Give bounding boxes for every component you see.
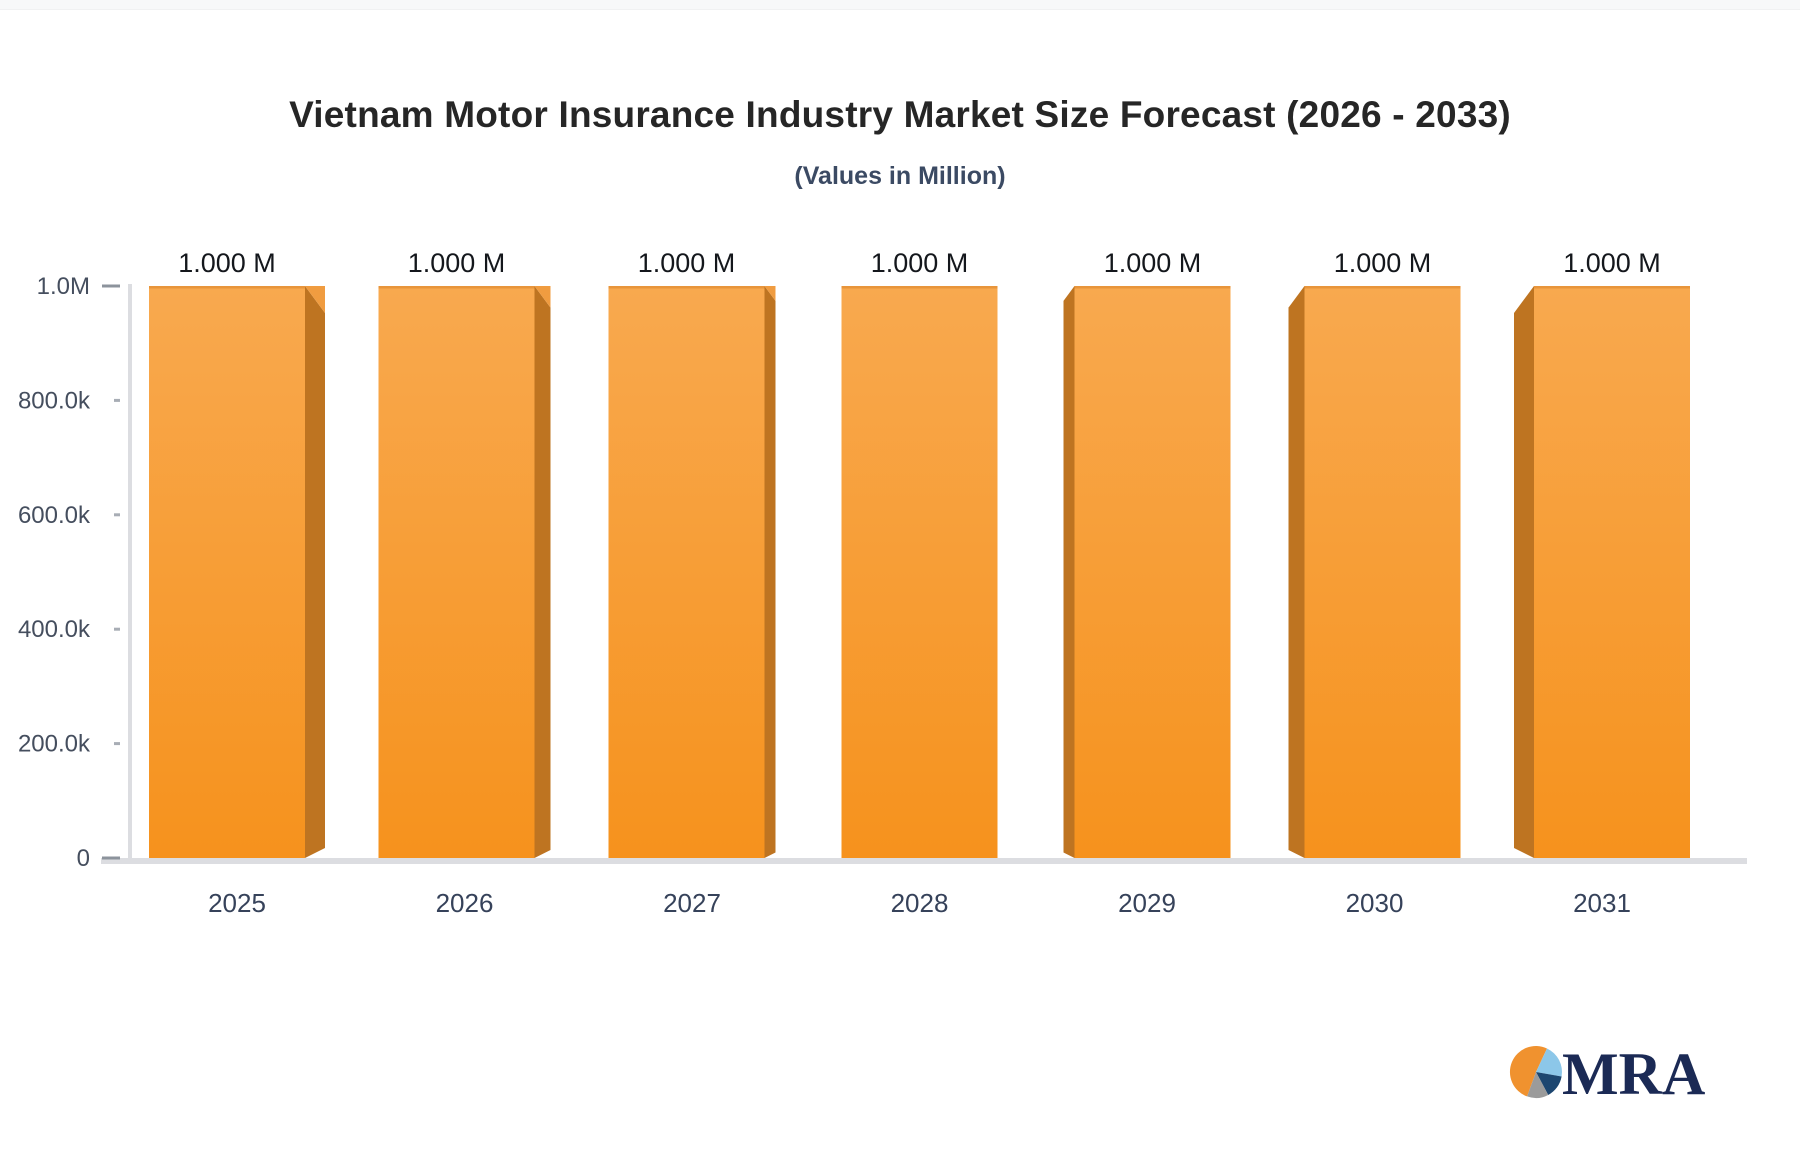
- bar-side-face: [1063, 286, 1075, 858]
- mra-logo: MRA: [1500, 1030, 1730, 1120]
- bar-2027[interactable]: [608, 286, 765, 858]
- bar-top-edge: [841, 286, 998, 289]
- bar-value-label: 1.000 M: [1104, 248, 1202, 278]
- y-tick-label: 1.0M: [37, 273, 90, 300]
- chart-title: Vietnam Motor Insurance Industry Market …: [289, 94, 1511, 135]
- bar-group-2025: [149, 286, 325, 858]
- bar-group-2028: [841, 286, 998, 858]
- bar-2026[interactable]: [378, 286, 535, 858]
- y-tick-label: 0: [77, 845, 90, 872]
- y-tick-label: 800.0k: [18, 387, 91, 414]
- bar-side-face: [764, 286, 776, 858]
- bar-value-label: 1.000 M: [408, 248, 506, 278]
- bar-2025[interactable]: [149, 286, 305, 858]
- bar-side-face: [305, 286, 325, 858]
- bar-group-2031: [1514, 286, 1690, 858]
- bar-group-2029: [1063, 286, 1231, 858]
- bar-top-edge: [1074, 286, 1231, 289]
- bar-top-edge: [1304, 286, 1461, 289]
- bar-top-bevel: [764, 286, 776, 301]
- axis-and-value-labels: 0 200.0k 400.0k 600.0k 800.0k 1.0M 1.000 M 2025…: [18, 248, 1661, 918]
- x-tick-label-2029: 2029: [1118, 888, 1176, 918]
- page-top-strip: [0, 0, 1800, 10]
- bar-top-edge: [608, 286, 765, 289]
- bar-top-edge: [149, 286, 305, 289]
- bar-series: [149, 286, 1690, 858]
- bar-2028[interactable]: [841, 286, 998, 858]
- pie-slice-orange: [1509, 1045, 1547, 1097]
- bar-group-2027: [608, 286, 776, 858]
- axes: [101, 284, 1747, 864]
- bar-top-edge: [1534, 286, 1690, 289]
- mra-logo-text: MRA: [1562, 1041, 1705, 1107]
- y-tick-label: 400.0k: [18, 616, 91, 643]
- x-tick-label-2027: 2027: [663, 888, 721, 918]
- bar-value-label: 1.000 M: [1334, 248, 1432, 278]
- x-tick-label-2026: 2026: [436, 888, 494, 918]
- bar-group-2030: [1288, 286, 1461, 858]
- bar-2030[interactable]: [1304, 286, 1461, 858]
- bar-2031[interactable]: [1534, 286, 1690, 858]
- bar-value-label: 1.000 M: [638, 248, 736, 278]
- bar-value-label: 1.000 M: [178, 248, 276, 278]
- bar-side-face: [534, 286, 551, 858]
- bar-top-bevel: [534, 286, 551, 308]
- pie-slice-light-blue: [1536, 1048, 1562, 1077]
- x-tick-label-2025: 2025: [208, 888, 266, 918]
- pie-slice-navy: [1536, 1072, 1562, 1095]
- x-tick-label-2031: 2031: [1573, 888, 1631, 918]
- chart-subtitle: (Values in Million): [794, 162, 1006, 190]
- bar-value-label: 1.000 M: [1563, 248, 1661, 278]
- x-tick-label-2028: 2028: [891, 888, 949, 918]
- y-tick-label: 600.0k: [18, 502, 91, 529]
- bar-value-label: 1.000 M: [871, 248, 969, 278]
- bar-top-bevel: [305, 286, 325, 313]
- mra-logo-pie-icon: [1509, 1045, 1562, 1099]
- bar-2029[interactable]: [1074, 286, 1231, 858]
- bar-side-face: [1288, 286, 1305, 858]
- x-tick-label-2030: 2030: [1346, 888, 1404, 918]
- bar-top-edge: [378, 286, 535, 289]
- bar-side-face: [1514, 286, 1534, 858]
- pie-slice-gray: [1527, 1072, 1549, 1099]
- bar-group-2026: [378, 286, 551, 858]
- y-tick-label: 200.0k: [18, 731, 91, 758]
